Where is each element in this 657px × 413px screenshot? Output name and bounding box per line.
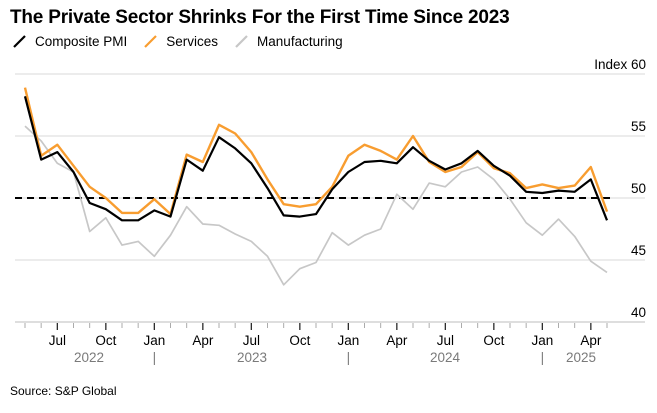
series-line-manufacturing bbox=[24, 125, 608, 286]
x-axis-month-label: Jan bbox=[531, 333, 553, 348]
series-line-composite-pmi bbox=[23, 96, 609, 222]
legend-item-services: Services bbox=[143, 34, 218, 49]
x-axis-year-label-2024: 2024 bbox=[430, 350, 461, 365]
y-axis-label-40: 40 bbox=[631, 305, 646, 320]
year-separator: | bbox=[153, 350, 157, 365]
x-axis-year-label-2025: 2025 bbox=[566, 350, 596, 365]
year-separator: | bbox=[347, 350, 351, 365]
legend-item-composite-pmi: Composite PMI bbox=[12, 34, 127, 49]
y-axis-label-60: Index 60 bbox=[594, 57, 646, 72]
x-axis-month-label: Oct bbox=[483, 333, 504, 348]
services-slash-stroke bbox=[144, 35, 158, 48]
year-separator: | bbox=[541, 350, 545, 365]
y-axis-label-45: 45 bbox=[631, 243, 646, 258]
x-axis-month-label: Jan bbox=[337, 333, 359, 348]
x-axis-year-label-2023: 2023 bbox=[237, 350, 267, 365]
composite-slash-stroke bbox=[13, 35, 26, 48]
x-axis-month-label: Apr bbox=[580, 333, 602, 348]
legend-label-manufacturing: Manufacturing bbox=[257, 34, 343, 49]
x-axis-month-label: Oct bbox=[289, 333, 310, 348]
x-axis-month-label: Oct bbox=[95, 333, 116, 348]
x-axis-month-label: Apr bbox=[192, 333, 214, 348]
source-label: Source: S&P Global bbox=[10, 384, 117, 398]
chart-title: The Private Sector Shrinks For the First… bbox=[10, 7, 510, 28]
x-axis-month-label: Jul bbox=[49, 333, 66, 348]
x-axis-month-label: Jul bbox=[437, 333, 454, 348]
manufacturing-line-slash-icon bbox=[235, 35, 248, 48]
composite-line-slash-icon bbox=[13, 35, 26, 48]
legend-item-manufacturing: Manufacturing bbox=[234, 34, 343, 49]
x-axis-month-label: Apr bbox=[386, 333, 408, 348]
y-axis-label-50: 50 bbox=[631, 181, 646, 196]
manufacturing-slash-stroke bbox=[235, 35, 248, 48]
x-axis-year-label-2022: 2022 bbox=[74, 350, 104, 365]
legend-label-composite-pmi: Composite PMI bbox=[35, 34, 128, 49]
chart-legend: Composite PMI Services Manufacturing bbox=[12, 34, 343, 49]
services-line-slash-icon bbox=[144, 35, 158, 48]
legend-label-services: Services bbox=[166, 34, 219, 49]
series-line-services bbox=[23, 87, 609, 216]
x-axis-month-label: Jan bbox=[143, 333, 165, 348]
x-axis-month-label: Jul bbox=[243, 333, 260, 348]
y-axis-label-55: 55 bbox=[631, 119, 646, 134]
